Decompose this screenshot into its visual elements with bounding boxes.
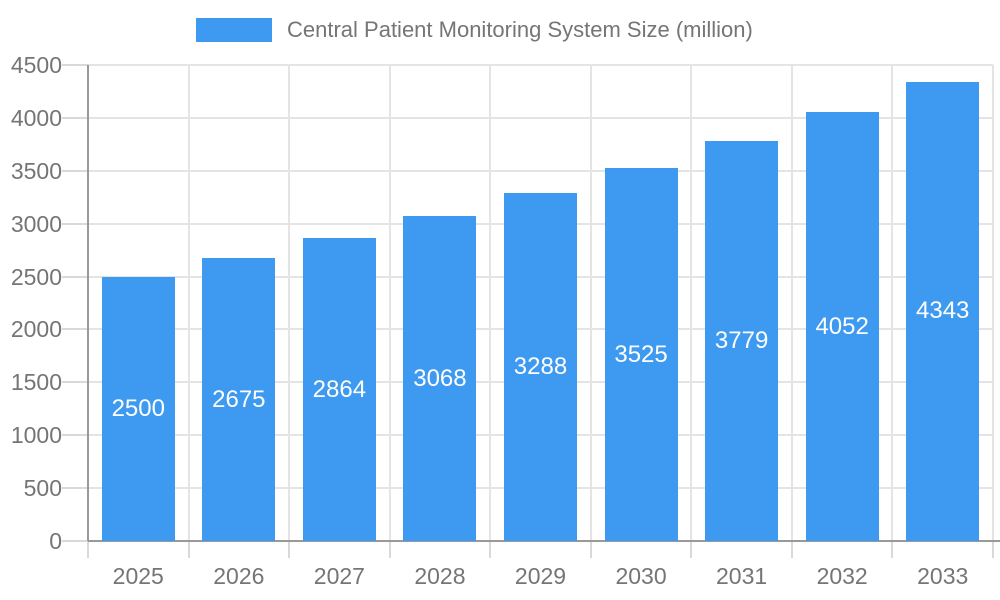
- x-tick-mark: [187, 541, 190, 558]
- x-tick-mark: [288, 541, 291, 558]
- gridline-vertical: [690, 65, 693, 541]
- x-tick-mark: [87, 541, 89, 558]
- y-tick-label: 0: [49, 528, 62, 554]
- y-tick-mark: [62, 381, 88, 384]
- x-tick-mark: [790, 541, 793, 558]
- bar-2027[interactable]: [302, 238, 376, 541]
- y-tick-label: 2000: [10, 316, 62, 343]
- gridline-vertical: [891, 65, 894, 541]
- bar-2030[interactable]: [604, 168, 678, 541]
- y-tick-label: 4000: [10, 104, 62, 131]
- x-tick-mark: [589, 541, 592, 558]
- gridline-vertical: [388, 65, 391, 541]
- x-tick-mark: [891, 541, 894, 558]
- y-tick-mark: [62, 64, 88, 66]
- legend[interactable]: Central Patient Monitoring System Size (…: [196, 18, 753, 42]
- gridline-horizontal: [88, 64, 993, 66]
- y-tick-mark: [62, 169, 88, 172]
- bar-value-label: 3068: [413, 364, 467, 392]
- x-tick-label: 2033: [917, 563, 969, 589]
- bar-value-label: 3288: [513, 353, 568, 381]
- x-tick-label: 2027: [313, 563, 365, 589]
- x-tick-label: 2032: [816, 563, 868, 589]
- bar-2032[interactable]: [805, 112, 879, 541]
- x-tick-label: 2026: [213, 563, 265, 589]
- x-axis-line: [88, 540, 1000, 542]
- x-tick-label: 2029: [514, 563, 567, 589]
- x-tick-mark: [690, 541, 693, 558]
- gridline-vertical: [790, 65, 793, 541]
- legend-swatch[interactable]: [196, 18, 272, 42]
- y-tick-mark: [62, 540, 88, 542]
- y-tick-mark: [62, 434, 88, 437]
- bar-value-label: 2500: [111, 394, 165, 422]
- bar-value-label: 2864: [312, 375, 367, 403]
- x-tick-mark: [489, 541, 492, 558]
- y-tick-label: 1500: [10, 369, 62, 396]
- y-tick-label: 4500: [10, 52, 62, 78]
- x-tick-label: 2025: [112, 563, 164, 589]
- bar-2033[interactable]: [906, 81, 980, 541]
- x-tick-mark: [992, 541, 994, 558]
- gridline-vertical: [992, 65, 994, 541]
- gridline-horizontal: [88, 169, 993, 172]
- y-tick-mark: [62, 328, 88, 331]
- bar-value-label: 4343: [916, 297, 970, 325]
- y-axis-line: [87, 65, 89, 541]
- bar-value-label: 3779: [714, 327, 769, 355]
- gridline-horizontal: [88, 116, 993, 119]
- gridline-vertical: [589, 65, 592, 541]
- y-tick-mark: [62, 222, 88, 225]
- bar-2029[interactable]: [504, 193, 577, 541]
- y-tick-label: 3000: [10, 210, 62, 237]
- bar-2028[interactable]: [403, 216, 477, 541]
- x-tick-mark: [388, 541, 391, 558]
- x-tick-label: 2031: [716, 563, 768, 589]
- legend-label[interactable]: Central Patient Monitoring System Size (…: [287, 17, 753, 42]
- x-tick-label: 2028: [414, 563, 466, 589]
- y-tick-mark: [62, 116, 88, 119]
- y-tick-label: 500: [23, 475, 62, 502]
- y-tick-mark: [62, 487, 88, 490]
- x-tick-label: 2030: [615, 563, 667, 589]
- gridline-vertical: [288, 65, 291, 541]
- bar-2026[interactable]: [202, 258, 276, 541]
- bar-2031[interactable]: [705, 141, 779, 541]
- bar-value-label: 4052: [815, 312, 869, 340]
- y-tick-label: 2500: [10, 263, 62, 290]
- bar-value-label: 2675: [212, 385, 266, 413]
- y-tick-mark: [62, 275, 88, 278]
- gridline-vertical: [187, 65, 190, 541]
- gridline-vertical: [489, 65, 492, 541]
- y-tick-label: 1000: [10, 422, 62, 449]
- bar-2025[interactable]: [101, 276, 175, 541]
- bar-value-label: 3525: [614, 340, 668, 368]
- y-tick-label: 3500: [10, 157, 62, 184]
